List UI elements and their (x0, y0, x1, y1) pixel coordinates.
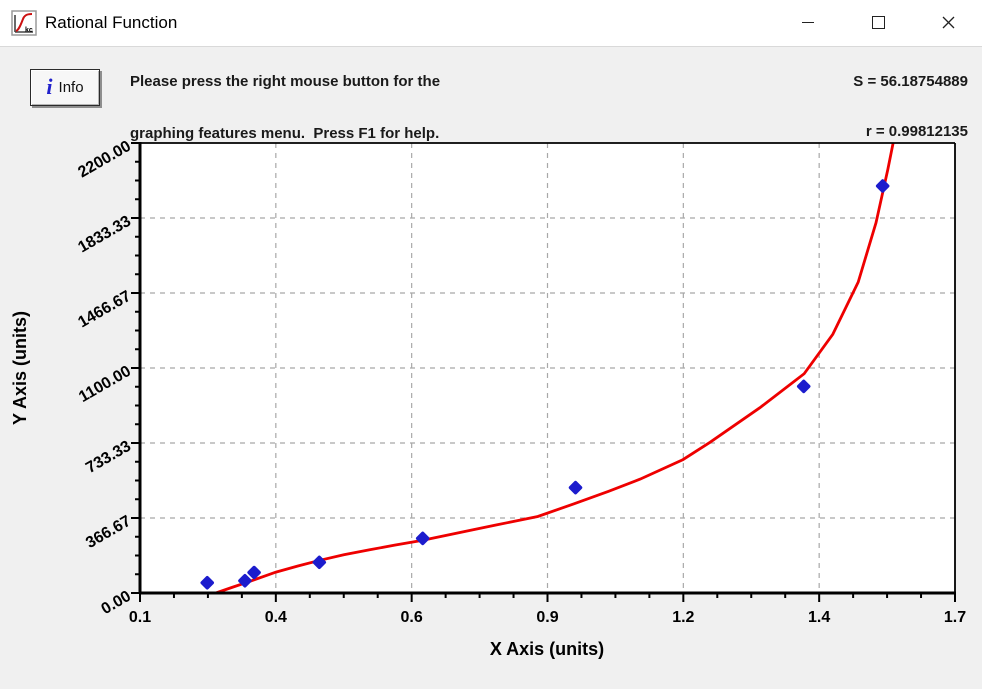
x-tick-label: 0.1 (129, 609, 151, 626)
minimize-button[interactable] (786, 0, 830, 45)
svg-text:kc: kc (25, 27, 33, 34)
instructions-line1: Please press the right mouse button for … (130, 73, 441, 90)
stat-standard-error: S = 56.18754889 (853, 73, 968, 90)
chart-area[interactable]: 0.1 0.4 0.6 0.9 1.2 1.4 1.7 0.00 366.67 733.33 110… (0, 118, 982, 684)
data-point (875, 179, 890, 193)
maximize-button[interactable] (856, 0, 900, 45)
data-point (568, 480, 583, 495)
x-tick-label: 1.7 (944, 609, 966, 626)
instructions-line2: graphing features menu. Press F1 for hel… (130, 125, 440, 142)
data-point (796, 379, 811, 394)
x-tick-label: 1.2 (672, 609, 694, 626)
close-icon (942, 16, 954, 29)
y-axis-title: Y Axis (units) (10, 311, 30, 425)
titlebar: kc Rational Function (0, 0, 982, 47)
data-point (312, 555, 327, 570)
close-button[interactable] (926, 0, 970, 45)
y-tick-label: 733.33 (83, 438, 134, 477)
y-tick-label: 1466.67 (75, 288, 134, 332)
info-button[interactable]: i Info (30, 69, 100, 106)
fit-curve (215, 143, 895, 593)
y-tick-label: 2200.00 (75, 138, 134, 182)
y-tick-label: 1833.33 (75, 213, 134, 257)
plot-canvas[interactable]: 0.1 0.4 0.6 0.9 1.2 1.4 1.70.00366.67733.33110… (0, 118, 982, 684)
x-tick-label: 0.6 (401, 609, 423, 626)
data-point (247, 565, 261, 580)
maximize-icon (871, 16, 885, 29)
window-title: Rational Function (45, 13, 178, 32)
y-tick-label: 366.67 (83, 513, 134, 552)
app-icon: kc (11, 10, 37, 36)
main-content: i Info Please press the right mouse butt… (0, 47, 982, 684)
minimize-icon (802, 22, 814, 23)
x-axis-title: X Axis (units) (490, 639, 604, 659)
data-point (238, 573, 252, 588)
info-icon: i (46, 73, 53, 99)
y-tick-label: 1100.00 (76, 363, 134, 406)
data-point (200, 576, 214, 590)
stat-correlation: r = 0.99812135 (865, 123, 968, 140)
data-point (415, 531, 430, 546)
instructions-text: Please press the right mouse button for … (130, 69, 440, 147)
x-tick-label: 0.9 (536, 609, 558, 626)
x-tick-label: 0.4 (265, 609, 287, 626)
x-tick-label: 1.4 (808, 609, 830, 626)
fit-statistics: S = 56.18754889 r = 0.99812135 (853, 69, 968, 144)
